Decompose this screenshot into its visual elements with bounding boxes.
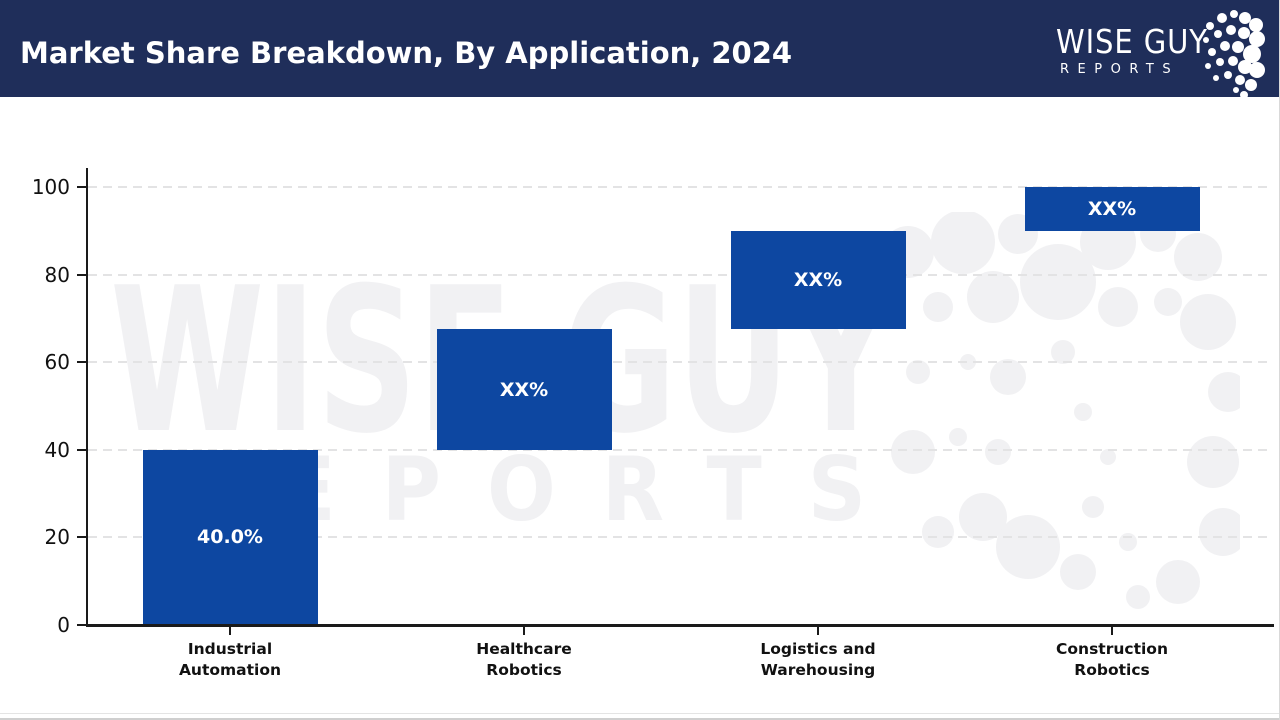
bar-value-label: XX% (1087, 197, 1137, 220)
gridline-80 (88, 273, 1272, 276)
logo-subtitle: REPORTS (1060, 62, 1180, 77)
x-category-line: Construction (1056, 640, 1168, 658)
gridline-20 (88, 536, 1272, 539)
y-tick-label-0: 0 (57, 613, 70, 637)
bar-segment: XX% (436, 329, 612, 450)
logo-wordmark: WISE GUY (1056, 22, 1208, 61)
x-tick-mark (817, 627, 819, 635)
y-tick-label-20: 20 (44, 525, 70, 550)
gridline-60 (88, 361, 1272, 364)
x-category-label: Logistics and Warehousing (688, 639, 948, 681)
gridline-40 (88, 448, 1272, 451)
y-tick-mark-60 (77, 361, 86, 364)
y-tick-label-80: 80 (44, 262, 70, 287)
x-category-label: Construction Robotics (982, 639, 1242, 681)
x-tick-mark (229, 627, 231, 635)
header-band: Market Share Breakdown, By Application, … (0, 0, 1279, 99)
x-category-line: Robotics (486, 661, 562, 679)
x-axis-line (86, 624, 1274, 627)
bar-segment: XX% (730, 230, 906, 330)
x-tick-mark (1111, 627, 1113, 635)
y-tick-label-60: 60 (44, 350, 70, 375)
bottom-hairline (0, 713, 1279, 714)
y-tick-mark-20 (77, 536, 86, 539)
y-tick-mark-100 (77, 186, 86, 188)
x-category-line: Logistics and (760, 640, 876, 658)
chart-title: Market Share Breakdown, By Application, … (20, 36, 793, 70)
y-tick-mark-40 (77, 448, 86, 451)
x-category-line: Healthcare (476, 640, 572, 658)
x-category-line: Warehousing (760, 661, 876, 679)
bottom-border-line (0, 718, 1279, 720)
bar-value-label: XX% (793, 269, 843, 292)
x-category-label: Healthcare Robotics (394, 639, 654, 681)
logo-face-icon (1203, 10, 1265, 99)
x-category-line: Industrial (187, 640, 273, 658)
y-tick-label-40: 40 (44, 437, 70, 462)
x-tick-mark (523, 627, 525, 635)
y-tick-label-100: 100 (31, 175, 70, 199)
y-axis-line (86, 168, 88, 627)
y-tick-mark-0 (77, 624, 86, 626)
x-category-label: Industrial Automation (100, 639, 360, 681)
gridline-100 (88, 186, 1272, 188)
bar-segment: 40.0% (142, 449, 318, 625)
wise-guy-reports-logo: WISE GUY REPORTS (1020, 6, 1270, 99)
bar-segment: XX% (1024, 187, 1200, 231)
bar-value-label: XX% (499, 378, 549, 401)
y-tick-mark-80 (77, 273, 86, 276)
bar-value-label: 40.0% (197, 526, 263, 549)
x-category-line: Robotics (1074, 661, 1150, 679)
watermark-face-icon (882, 212, 1240, 609)
x-category-line: Automation (178, 661, 282, 679)
